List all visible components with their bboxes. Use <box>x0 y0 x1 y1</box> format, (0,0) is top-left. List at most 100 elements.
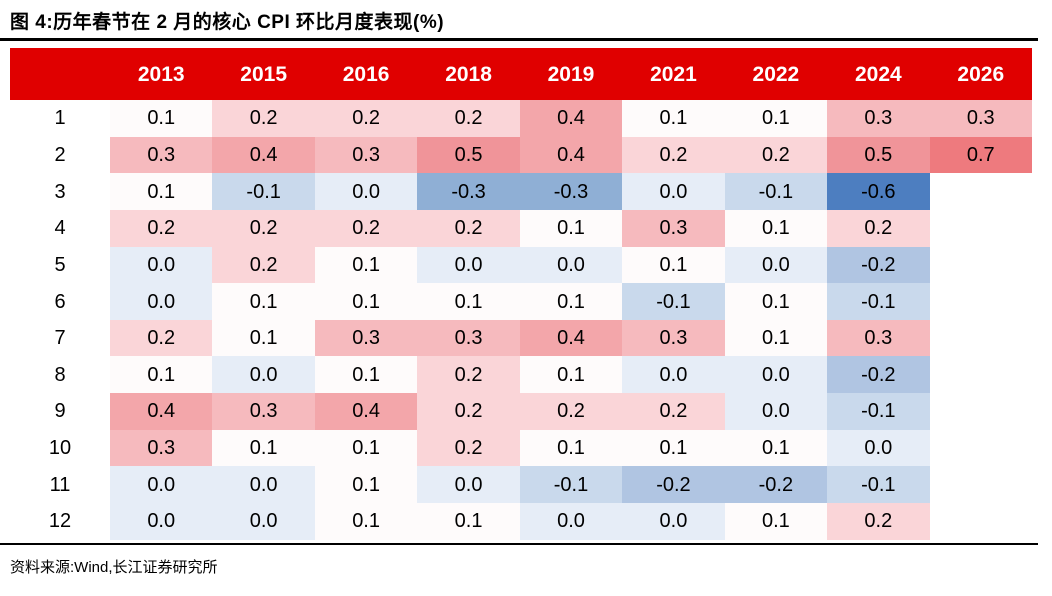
table-row: 1 0.1 0.2 0.2 0.2 0.4 0.1 0.1 0.3 0.3 <box>10 100 1032 137</box>
value-cell: 0.1 <box>622 429 725 467</box>
value-cell: -0.2 <box>724 466 828 504</box>
value-cell: 0.3 <box>827 319 930 357</box>
value-cell: 0.4 <box>519 100 623 137</box>
column-header-year: 2022 <box>752 62 800 86</box>
header-corner-cell <box>10 48 110 100</box>
value-cell: -0.1 <box>827 466 930 504</box>
value-cell: 0.4 <box>212 136 315 174</box>
value-cell <box>929 393 1032 430</box>
value-cell: -0.1 <box>212 173 315 210</box>
value-cell: 0.2 <box>110 209 213 247</box>
value-cell: 0.0 <box>827 429 930 467</box>
month-label: 9 <box>10 393 110 430</box>
value-cell <box>929 319 1032 357</box>
value-cell: 0.0 <box>417 466 520 504</box>
month-label: 2 <box>10 136 110 174</box>
value-cell: 0.5 <box>827 136 930 174</box>
value-cell: 0.3 <box>827 100 930 137</box>
value-cell: -0.1 <box>519 466 623 504</box>
table-row: 7 0.2 0.1 0.3 0.3 0.4 0.3 0.1 0.3 <box>10 319 1032 357</box>
value-cell: 0.1 <box>110 356 213 394</box>
value-cell: 0.2 <box>622 393 725 430</box>
value-cell: 0.3 <box>622 209 725 247</box>
figure-title: 图 4:历年春节在 2 月的核心 CPI 环比月度表现(%) <box>10 12 445 33</box>
cpi-heatmap-table: 2013 2015 2016 2018 2019 2021 2022 2024 2026 1 0.… <box>10 48 1032 540</box>
value-cell: 0.3 <box>212 393 315 430</box>
value-cell: -0.6 <box>827 173 930 210</box>
value-cell: 0.1 <box>724 100 828 137</box>
value-cell: 0.1 <box>724 319 828 357</box>
value-cell: 0.1 <box>314 356 418 394</box>
value-cell: -0.2 <box>827 356 930 394</box>
value-cell <box>929 246 1032 284</box>
value-cell: 0.0 <box>110 503 213 540</box>
value-cell: 0.1 <box>314 246 418 284</box>
value-cell: 0.4 <box>519 136 623 174</box>
value-cell: 0.3 <box>622 319 725 357</box>
value-cell: 0.3 <box>314 319 418 357</box>
value-cell: 0.2 <box>827 209 930 247</box>
value-cell: 0.7 <box>929 136 1032 174</box>
value-cell: 0.4 <box>110 393 213 430</box>
value-cell: 0.0 <box>724 246 828 284</box>
value-cell: 0.1 <box>519 429 623 467</box>
title-separator-line <box>0 38 1038 41</box>
value-cell: 0.0 <box>724 393 828 430</box>
value-cell: 0.2 <box>314 209 418 247</box>
value-cell: 0.2 <box>417 209 520 247</box>
value-cell: 0.2 <box>212 209 315 247</box>
value-cell: 0.2 <box>622 136 725 174</box>
value-cell: -0.2 <box>827 246 930 284</box>
column-header-year: 2018 <box>445 62 492 86</box>
value-cell: 0.1 <box>724 283 828 320</box>
value-cell: 0.0 <box>212 466 315 504</box>
value-cell: 0.1 <box>110 100 213 137</box>
value-cell: 0.1 <box>212 283 315 320</box>
value-cell: -0.1 <box>827 283 930 320</box>
value-cell <box>929 173 1032 210</box>
month-label: 12 <box>10 503 110 540</box>
value-cell: 0.0 <box>212 356 315 394</box>
value-cell: 0.1 <box>519 283 623 320</box>
month-label: 6 <box>10 283 110 320</box>
value-cell: -0.1 <box>827 393 930 430</box>
source-note: 资料来源:Wind,长江证券研究所 <box>10 559 218 576</box>
value-cell: 0.1 <box>622 246 725 284</box>
table-row: 10 0.3 0.1 0.1 0.2 0.1 0.1 0.1 0.0 <box>10 429 1032 467</box>
value-cell: 0.0 <box>622 173 725 210</box>
value-cell: 0.1 <box>314 429 418 467</box>
value-cell <box>929 356 1032 394</box>
table-row: 3 0.1 -0.1 0.0 -0.3 -0.3 0.0 -0.1 -0.6 <box>10 173 1032 210</box>
value-cell <box>929 503 1032 540</box>
value-cell: 0.3 <box>417 319 520 357</box>
column-header-year: 2015 <box>240 62 288 86</box>
value-cell: -0.1 <box>622 283 725 320</box>
value-cell: 0.1 <box>724 429 828 467</box>
table-bottom-line <box>0 543 1038 545</box>
value-cell: 0.1 <box>519 356 623 394</box>
value-cell: 0.4 <box>519 319 623 357</box>
value-cell: 0.2 <box>417 393 520 430</box>
column-header-year: 2026 <box>957 62 1005 86</box>
value-cell: 0.1 <box>314 283 418 320</box>
month-label: 3 <box>10 173 110 210</box>
value-cell: 0.2 <box>724 136 828 174</box>
table-row: 6 0.0 0.1 0.1 0.1 0.1 -0.1 0.1 -0.1 <box>10 283 1032 320</box>
value-cell: 0.2 <box>417 100 520 137</box>
value-cell: 0.1 <box>314 466 418 504</box>
value-cell: 0.2 <box>212 246 315 284</box>
value-cell: 0.3 <box>110 136 213 174</box>
table-row: 4 0.2 0.2 0.2 0.2 0.1 0.3 0.1 0.2 <box>10 209 1032 247</box>
value-cell: 0.0 <box>519 246 623 284</box>
value-cell: 0.0 <box>212 503 315 540</box>
column-header-year: 2016 <box>342 62 390 86</box>
value-cell: 0.1 <box>314 503 418 540</box>
value-cell <box>929 429 1032 467</box>
column-header-year: 2024 <box>854 62 902 86</box>
month-label: 7 <box>10 319 110 357</box>
value-cell <box>929 209 1032 247</box>
value-cell: 0.1 <box>110 173 213 210</box>
value-cell: 0.5 <box>417 136 520 174</box>
month-label: 8 <box>10 356 110 394</box>
table-row: 11 0.0 0.0 0.1 0.0 -0.1 -0.2 -0.2 -0.1 <box>10 466 1032 504</box>
